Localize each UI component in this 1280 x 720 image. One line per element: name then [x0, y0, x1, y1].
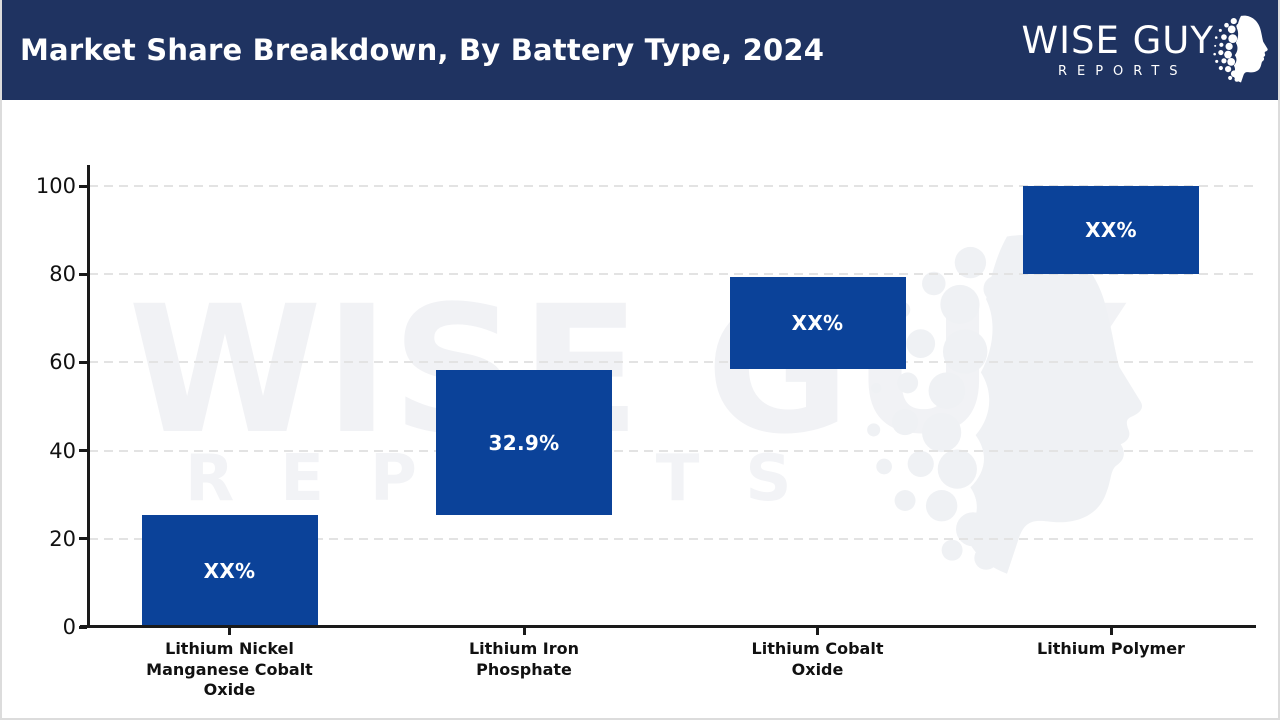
gridline-40	[89, 449, 1256, 452]
bar-segment: XX%	[1023, 186, 1199, 275]
y-tick-80	[79, 272, 87, 276]
y-tick-label-60: 60	[49, 350, 76, 375]
x-tick	[228, 628, 231, 635]
page-title: Market Share Breakdown, By Battery Type,…	[20, 33, 825, 67]
y-tick-0	[79, 625, 87, 629]
y-tick-60	[79, 360, 87, 364]
logo-text: WISE GUY REPORTS	[1022, 22, 1214, 79]
y-tick-100	[79, 184, 87, 188]
logo-subtext: REPORTS	[1057, 63, 1188, 79]
logo-wordmark: WISE GUY	[1021, 18, 1214, 62]
gridline-60	[89, 361, 1256, 364]
y-tick-label-0: 0	[62, 615, 76, 639]
gridline-80	[89, 273, 1256, 276]
gridline-20	[89, 537, 1256, 540]
y-tick-40	[79, 449, 87, 453]
gridline-100	[89, 185, 1256, 187]
y-axis-line	[87, 165, 90, 628]
y-tick-20	[79, 537, 87, 541]
bar-segment: 32.9%	[436, 370, 612, 516]
y-tick-label-80: 80	[49, 262, 76, 287]
x-tick	[522, 628, 526, 635]
x-tick	[816, 628, 819, 635]
x-tick	[1109, 628, 1113, 635]
x-category-label: Lithium Iron Phosphate	[468, 639, 580, 679]
bar-segment: XX%	[729, 276, 906, 370]
bar-value-label: XX%	[203, 559, 256, 584]
x-category-label: Lithium Nickel Manganese Cobalt Oxide	[146, 639, 313, 699]
bar-value-label: XX%	[1085, 218, 1137, 243]
brand-logo: WISE GUY REPORTS	[1022, 0, 1272, 100]
bar-segment: XX%	[141, 515, 318, 627]
y-tick-label-100: 100	[35, 174, 76, 198]
header: Market Share Breakdown, By Battery Type,…	[0, 0, 1280, 100]
x-axis-line	[80, 625, 1256, 628]
bar-value-label: XX%	[791, 311, 844, 336]
bar-value-label: 32.9%	[488, 430, 560, 455]
x-category-label: Lithium Cobalt Oxide	[751, 639, 884, 679]
y-tick-label-20: 20	[49, 526, 76, 551]
logo-head-icon	[1213, 15, 1268, 83]
y-tick-label-40: 40	[49, 438, 76, 463]
x-category-label: Lithium Polymer	[1037, 639, 1185, 658]
